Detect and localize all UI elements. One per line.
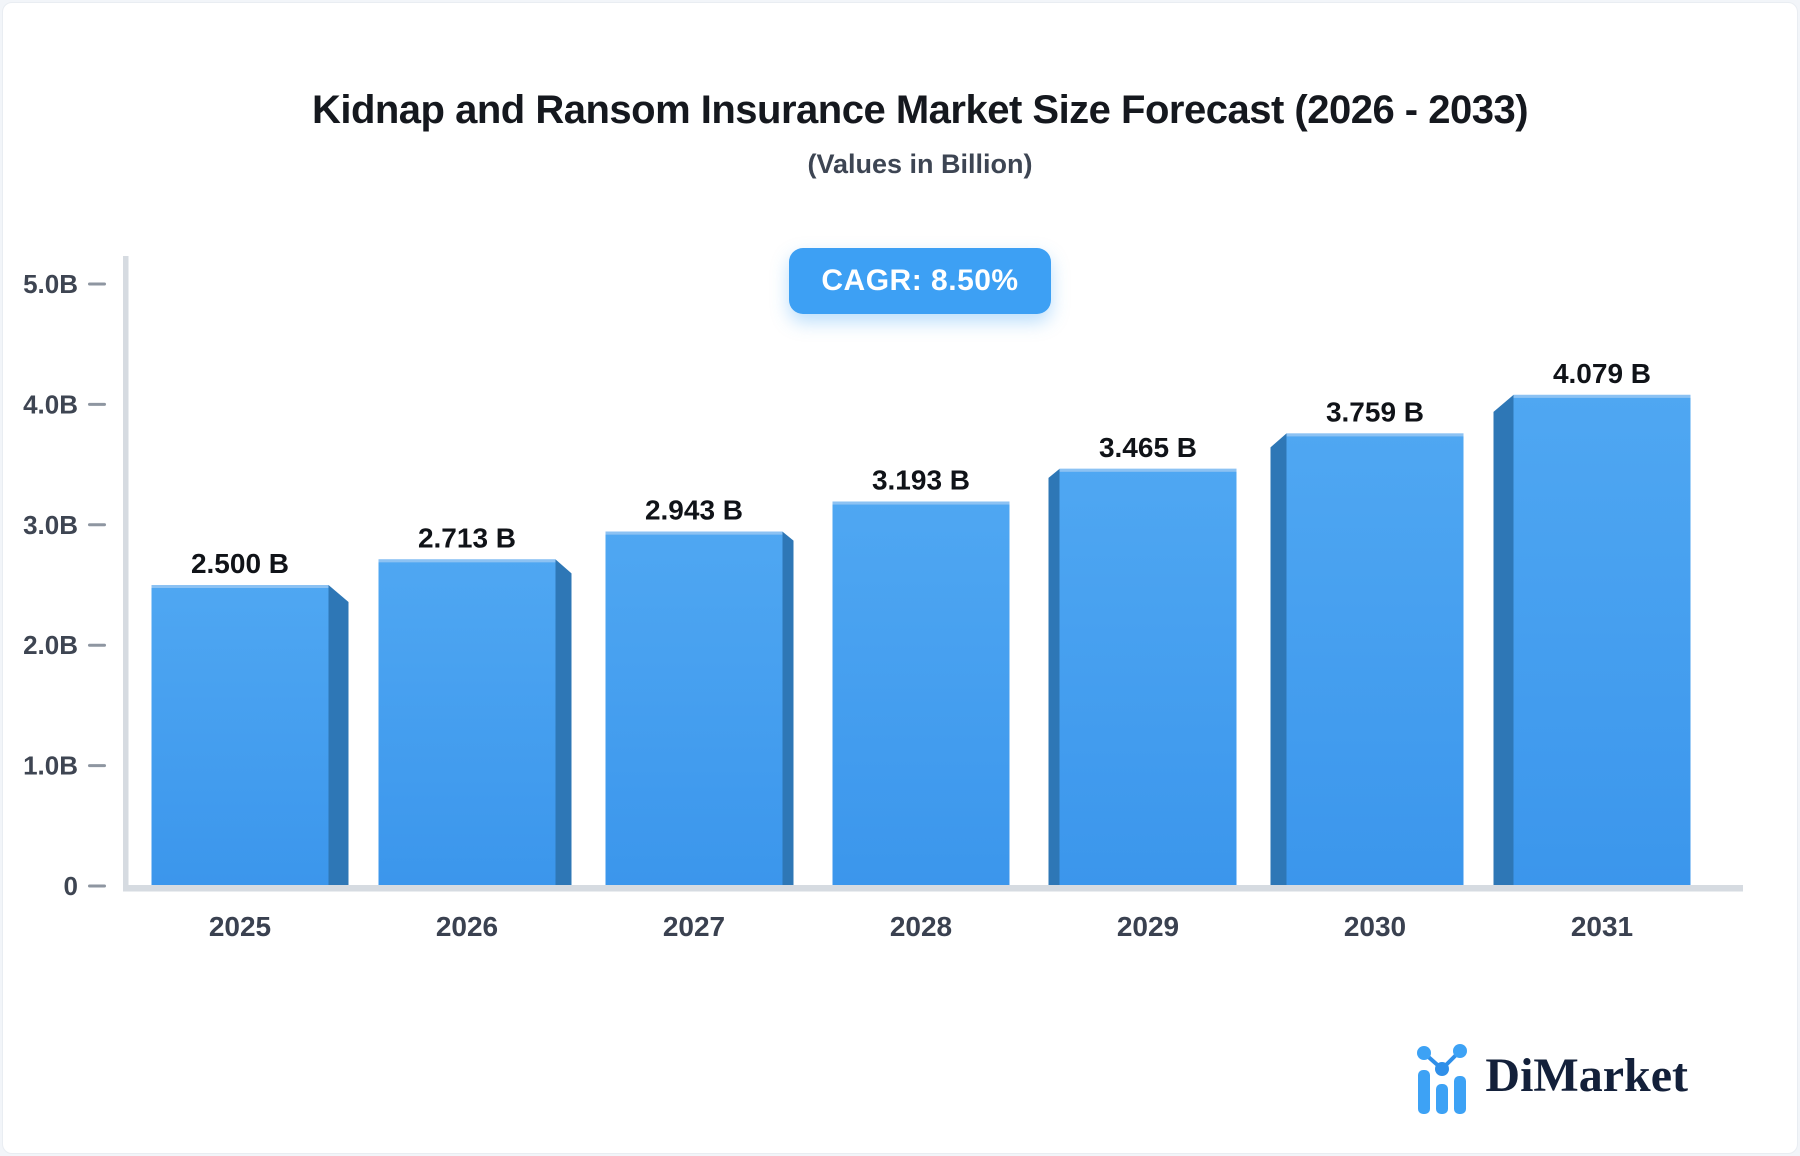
chart-title: Kidnap and Ransom Insurance Market Size … [311,88,1529,132]
bar-side-face [328,585,349,886]
bar-value-label: 2.943 B [645,495,743,526]
y-tick-label: 5.0B [23,269,78,299]
bar-2029: 3.465 B 2029 [1048,432,1237,942]
cagr-badge-row: CAGR: 8.50% [125,248,1715,314]
x-category-label: 2025 [209,911,271,942]
bar-top-edge [1513,394,1691,398]
bar-value-label: 3.759 B [1326,396,1424,427]
chart-header: Kidnap and Ransom Insurance Market Size … [125,0,1715,180]
bar-2031: 4.079 B 2031 [1493,358,1691,942]
y-tick-dash [88,643,106,647]
cagr-badge: CAGR: 8.50% [789,248,1051,314]
y-tick-label: 4.0B [23,389,78,419]
x-axis-baseline [123,885,1743,892]
x-category-label: 2029 [1117,911,1179,942]
bar-front-face [378,559,556,886]
bar-line-chart-icon [1417,1044,1468,1114]
bar-front-face [1513,394,1691,886]
y-tick-label: 1.0B [23,751,78,781]
bar-value-label: 2.713 B [418,522,516,553]
bar-top-edge [1059,468,1237,472]
x-category-label: 2028 [890,911,952,942]
bar-top-edge [1286,433,1464,437]
y-tick-label: 2.0B [23,630,78,660]
bar-2030: 3.759 B 2030 [1270,396,1464,942]
y-tick-dash [88,884,106,888]
bar-front-face [1286,433,1464,886]
bar-side-face [1048,468,1060,886]
x-category-label: 2026 [436,911,498,942]
bar-value-label: 2.500 B [191,548,289,579]
bar-side-face [555,559,572,886]
x-category-label: 2027 [663,911,725,942]
bar-front-face [1059,468,1237,886]
chart-subtitle: (Values in Billion) [807,149,1033,179]
y-tick-label: 3.0B [23,510,78,540]
bar-front-face [151,585,329,886]
y-tick-dash [88,764,106,768]
brand-logo: DiMarket [1413,1036,1688,1114]
bar-top-edge [832,501,1010,505]
bar-value-label: 3.465 B [1099,432,1197,463]
bar-2025: 2.500 B 2025 [151,548,349,942]
brand-logo-text: DiMarket [1485,1048,1688,1102]
y-axis-line [123,256,129,890]
bar-front-face [605,531,783,886]
bar-side-face [1493,394,1514,886]
bar-2027: 2.943 B 2027 [605,495,794,942]
bar-value-label: 4.079 B [1553,358,1651,389]
bar-value-label: 3.193 B [872,465,970,496]
y-tick-dash [88,402,106,406]
bar-top-edge [605,531,783,535]
bar-2028: 3.193 B 2028 [832,465,1010,942]
bar-top-edge [151,585,329,588]
bar-top-edge [378,559,556,563]
y-tick-dash [88,523,106,527]
y-tick-label: 0 [64,871,78,901]
x-category-label: 2031 [1571,911,1633,942]
x-category-label: 2030 [1344,911,1406,942]
bar-2026: 2.713 B 2026 [378,522,572,942]
bar-side-face [1270,433,1287,886]
y-tick-dash [88,282,106,286]
bar-side-face [782,531,794,886]
bar-front-face [832,501,1010,886]
